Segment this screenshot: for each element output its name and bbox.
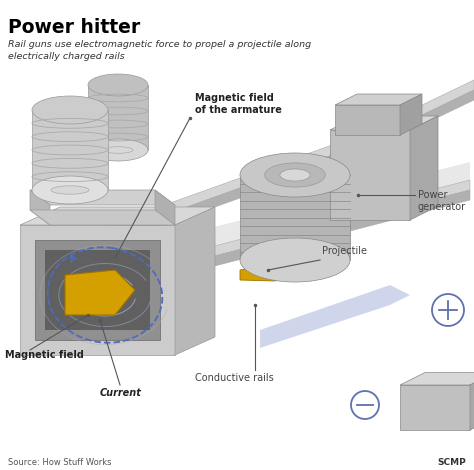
Polygon shape bbox=[240, 175, 350, 260]
Polygon shape bbox=[25, 145, 360, 275]
Ellipse shape bbox=[88, 139, 148, 161]
Ellipse shape bbox=[265, 163, 325, 187]
Text: Magnetic field
of the armature: Magnetic field of the armature bbox=[195, 94, 282, 115]
Polygon shape bbox=[400, 373, 474, 385]
Text: Power
generator: Power generator bbox=[418, 190, 466, 212]
Polygon shape bbox=[330, 130, 410, 220]
Polygon shape bbox=[175, 207, 215, 355]
Ellipse shape bbox=[103, 147, 133, 153]
Polygon shape bbox=[30, 210, 175, 225]
Polygon shape bbox=[65, 270, 135, 315]
Ellipse shape bbox=[32, 96, 108, 124]
Polygon shape bbox=[20, 225, 175, 355]
Text: Rail guns use electromagnetic force to propel a projectile along: Rail guns use electromagnetic force to p… bbox=[8, 40, 311, 49]
Polygon shape bbox=[32, 110, 108, 190]
Polygon shape bbox=[330, 116, 438, 130]
Text: Conductive rails: Conductive rails bbox=[195, 373, 274, 383]
Ellipse shape bbox=[280, 169, 310, 181]
Text: Projectile: Projectile bbox=[322, 246, 367, 256]
Polygon shape bbox=[20, 207, 215, 225]
Polygon shape bbox=[470, 373, 474, 430]
Text: Power hitter: Power hitter bbox=[8, 18, 140, 37]
Ellipse shape bbox=[51, 186, 89, 194]
Polygon shape bbox=[400, 385, 470, 430]
Text: electrically charged rails: electrically charged rails bbox=[8, 52, 125, 61]
Polygon shape bbox=[30, 190, 50, 225]
Polygon shape bbox=[25, 190, 470, 315]
Polygon shape bbox=[335, 105, 400, 135]
Ellipse shape bbox=[88, 74, 148, 96]
Polygon shape bbox=[25, 145, 360, 275]
Polygon shape bbox=[45, 250, 150, 330]
Polygon shape bbox=[360, 80, 474, 145]
Polygon shape bbox=[25, 162, 470, 295]
Text: Magnetic field: Magnetic field bbox=[5, 350, 84, 360]
Polygon shape bbox=[240, 263, 295, 281]
Polygon shape bbox=[360, 90, 474, 155]
Polygon shape bbox=[35, 240, 160, 340]
Ellipse shape bbox=[240, 238, 350, 282]
Text: Current: Current bbox=[100, 388, 142, 398]
Ellipse shape bbox=[240, 153, 350, 197]
Polygon shape bbox=[335, 94, 422, 105]
Polygon shape bbox=[88, 85, 148, 150]
Text: SCMP: SCMP bbox=[437, 458, 466, 467]
Polygon shape bbox=[25, 180, 470, 305]
Polygon shape bbox=[260, 285, 410, 348]
Ellipse shape bbox=[32, 176, 108, 204]
Polygon shape bbox=[30, 190, 175, 205]
Text: Source: How Stuff Works: Source: How Stuff Works bbox=[8, 458, 111, 467]
Polygon shape bbox=[410, 116, 438, 220]
Polygon shape bbox=[25, 135, 360, 265]
Polygon shape bbox=[155, 190, 175, 225]
Polygon shape bbox=[400, 94, 422, 135]
